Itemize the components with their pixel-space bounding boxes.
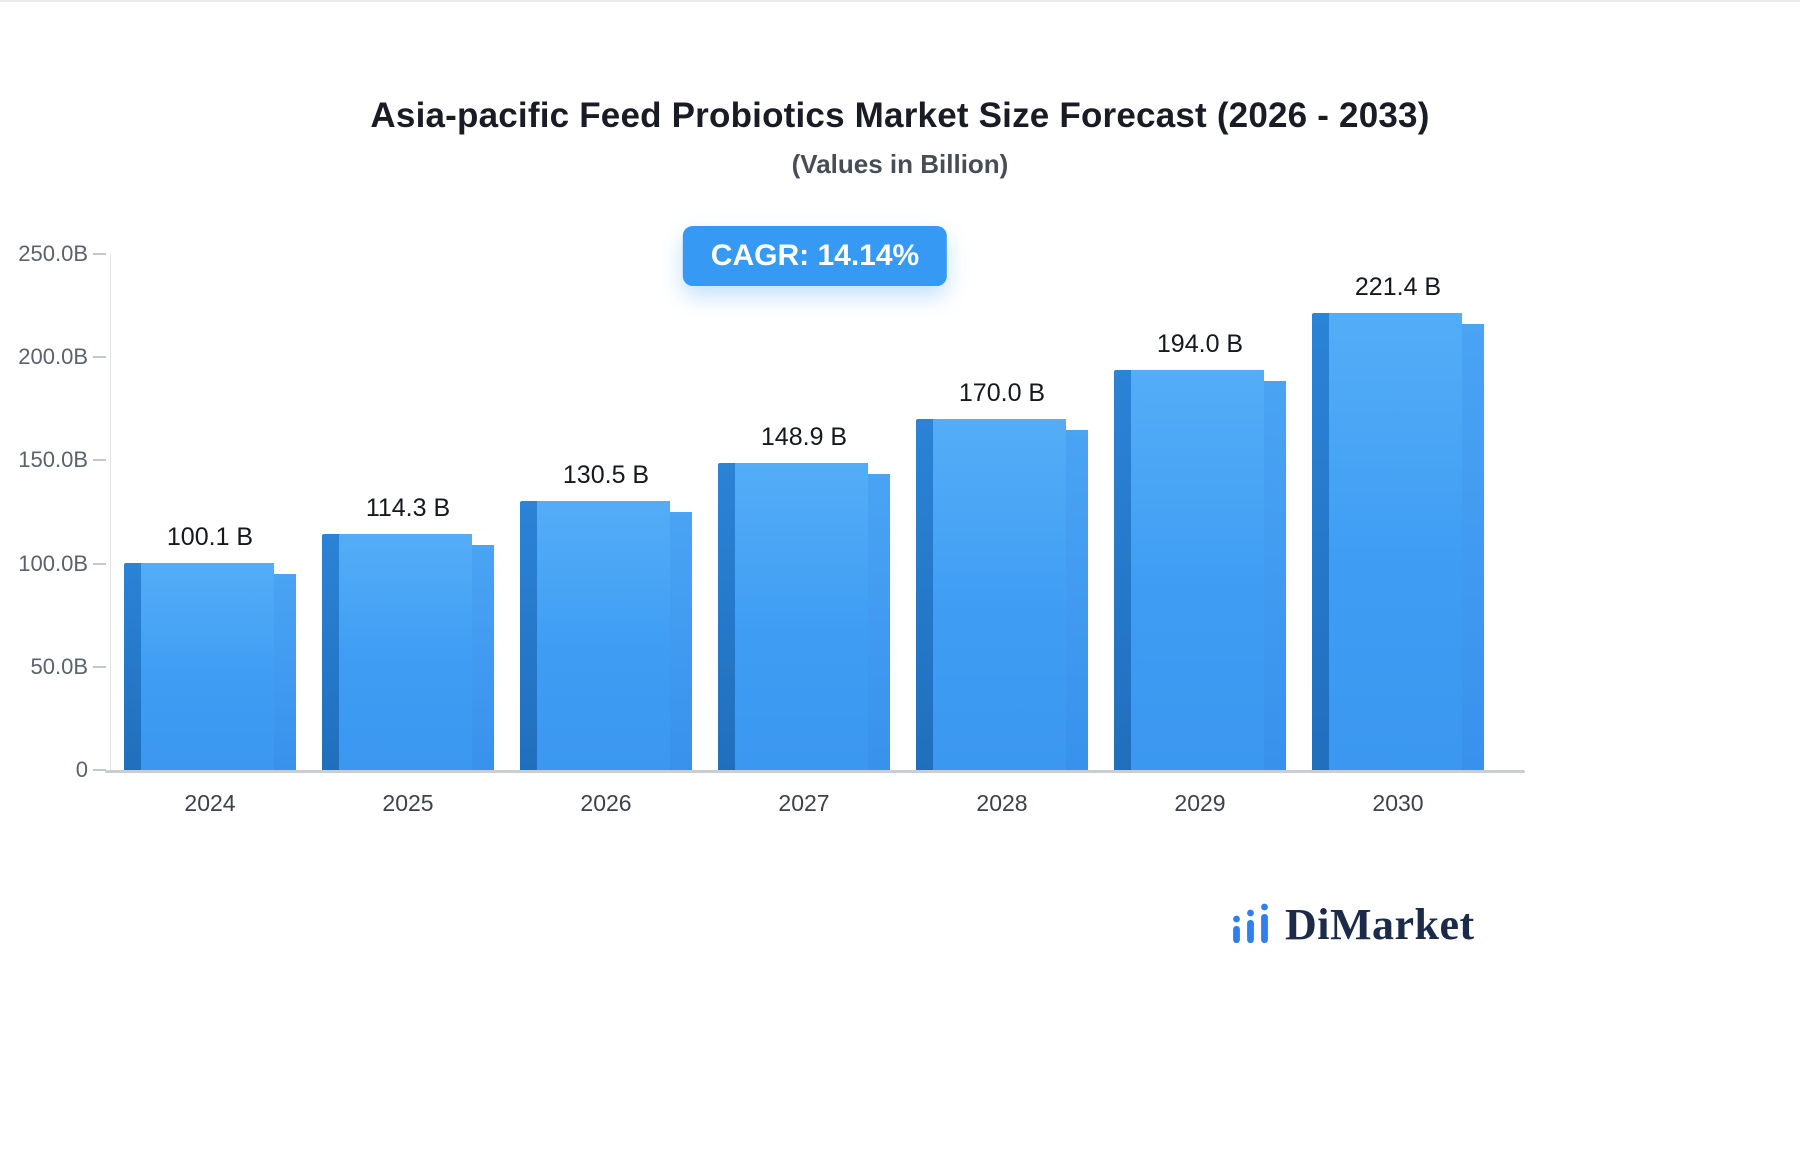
y-tick-label: 200.0B bbox=[18, 344, 88, 370]
bar-right-face bbox=[1462, 324, 1484, 770]
logo-text: DiMarket bbox=[1285, 900, 1475, 949]
bar-front-face bbox=[537, 501, 670, 770]
bar-front-face bbox=[141, 563, 274, 770]
dimarket-logo: DiMarket bbox=[1228, 902, 1475, 948]
cagr-badge: CAGR: 14.14% bbox=[682, 226, 948, 286]
bar-value-label: 170.0 B bbox=[958, 379, 1046, 407]
y-tick-label: 0 bbox=[75, 757, 88, 782]
x-tick-label: 2027 bbox=[778, 790, 830, 816]
y-tick-mark bbox=[93, 459, 106, 462]
bar-front-face bbox=[1131, 370, 1264, 770]
bar-value-label: 194.0 B bbox=[1156, 330, 1244, 358]
bar-front-face bbox=[735, 463, 868, 770]
y-tick-mark bbox=[93, 769, 106, 771]
x-tick-label: 2030 bbox=[1372, 790, 1424, 816]
bar bbox=[718, 463, 890, 770]
y-tick-label: 50.0B bbox=[30, 653, 89, 679]
mini-bar-chart-icon bbox=[1233, 903, 1268, 943]
x-axis-line bbox=[105, 770, 1525, 773]
chart-title: Asia-pacific Feed Probiotics Market Size… bbox=[370, 96, 1430, 135]
x-tick-label: 2025 bbox=[382, 790, 434, 816]
bar bbox=[520, 501, 692, 770]
bar-value-label: 148.9 B bbox=[760, 423, 848, 451]
bar-value-label: 221.4 B bbox=[1354, 273, 1442, 301]
bar bbox=[916, 419, 1088, 770]
y-tick-mark bbox=[93, 356, 106, 359]
bar bbox=[124, 563, 296, 770]
y-tick-mark bbox=[93, 253, 106, 255]
bar-right-face bbox=[1264, 381, 1286, 770]
bar-right-face bbox=[274, 574, 296, 770]
x-tick-label: 2028 bbox=[976, 790, 1028, 816]
bar-value-label: 130.5 B bbox=[562, 461, 650, 489]
bar-side-face bbox=[1114, 370, 1131, 770]
y-tick-mark bbox=[93, 562, 106, 565]
bar-side-face bbox=[520, 501, 537, 770]
bar-value-label: 100.1 B bbox=[166, 523, 254, 551]
bar-side-face bbox=[322, 534, 339, 770]
bar bbox=[1312, 313, 1484, 770]
bar-right-face bbox=[1066, 430, 1088, 770]
x-tick-label: 2029 bbox=[1174, 790, 1226, 816]
bar-side-face bbox=[124, 563, 141, 770]
y-tick-label: 100.0B bbox=[18, 550, 88, 576]
bar-front-face bbox=[933, 419, 1066, 770]
chart-subtitle: (Values in Billion) bbox=[791, 149, 1009, 179]
bar-side-face bbox=[718, 463, 735, 770]
bar-right-face bbox=[670, 512, 692, 770]
y-tick-label: 250.0B bbox=[18, 241, 88, 266]
bar-front-face bbox=[339, 534, 472, 770]
bar bbox=[1114, 370, 1286, 770]
y-axis-line bbox=[110, 254, 111, 770]
y-tick-label: 150.0B bbox=[18, 447, 88, 473]
bar-side-face bbox=[916, 419, 933, 770]
bar bbox=[322, 534, 494, 770]
x-tick-label: 2024 bbox=[184, 790, 236, 816]
y-tick-mark bbox=[93, 665, 106, 668]
bar-front-face bbox=[1329, 313, 1462, 770]
bar-right-face bbox=[472, 545, 494, 770]
bar-right-face bbox=[868, 474, 890, 770]
x-tick-label: 2026 bbox=[580, 790, 632, 816]
bar-side-face bbox=[1312, 313, 1329, 770]
bar-value-label: 114.3 B bbox=[365, 494, 451, 522]
